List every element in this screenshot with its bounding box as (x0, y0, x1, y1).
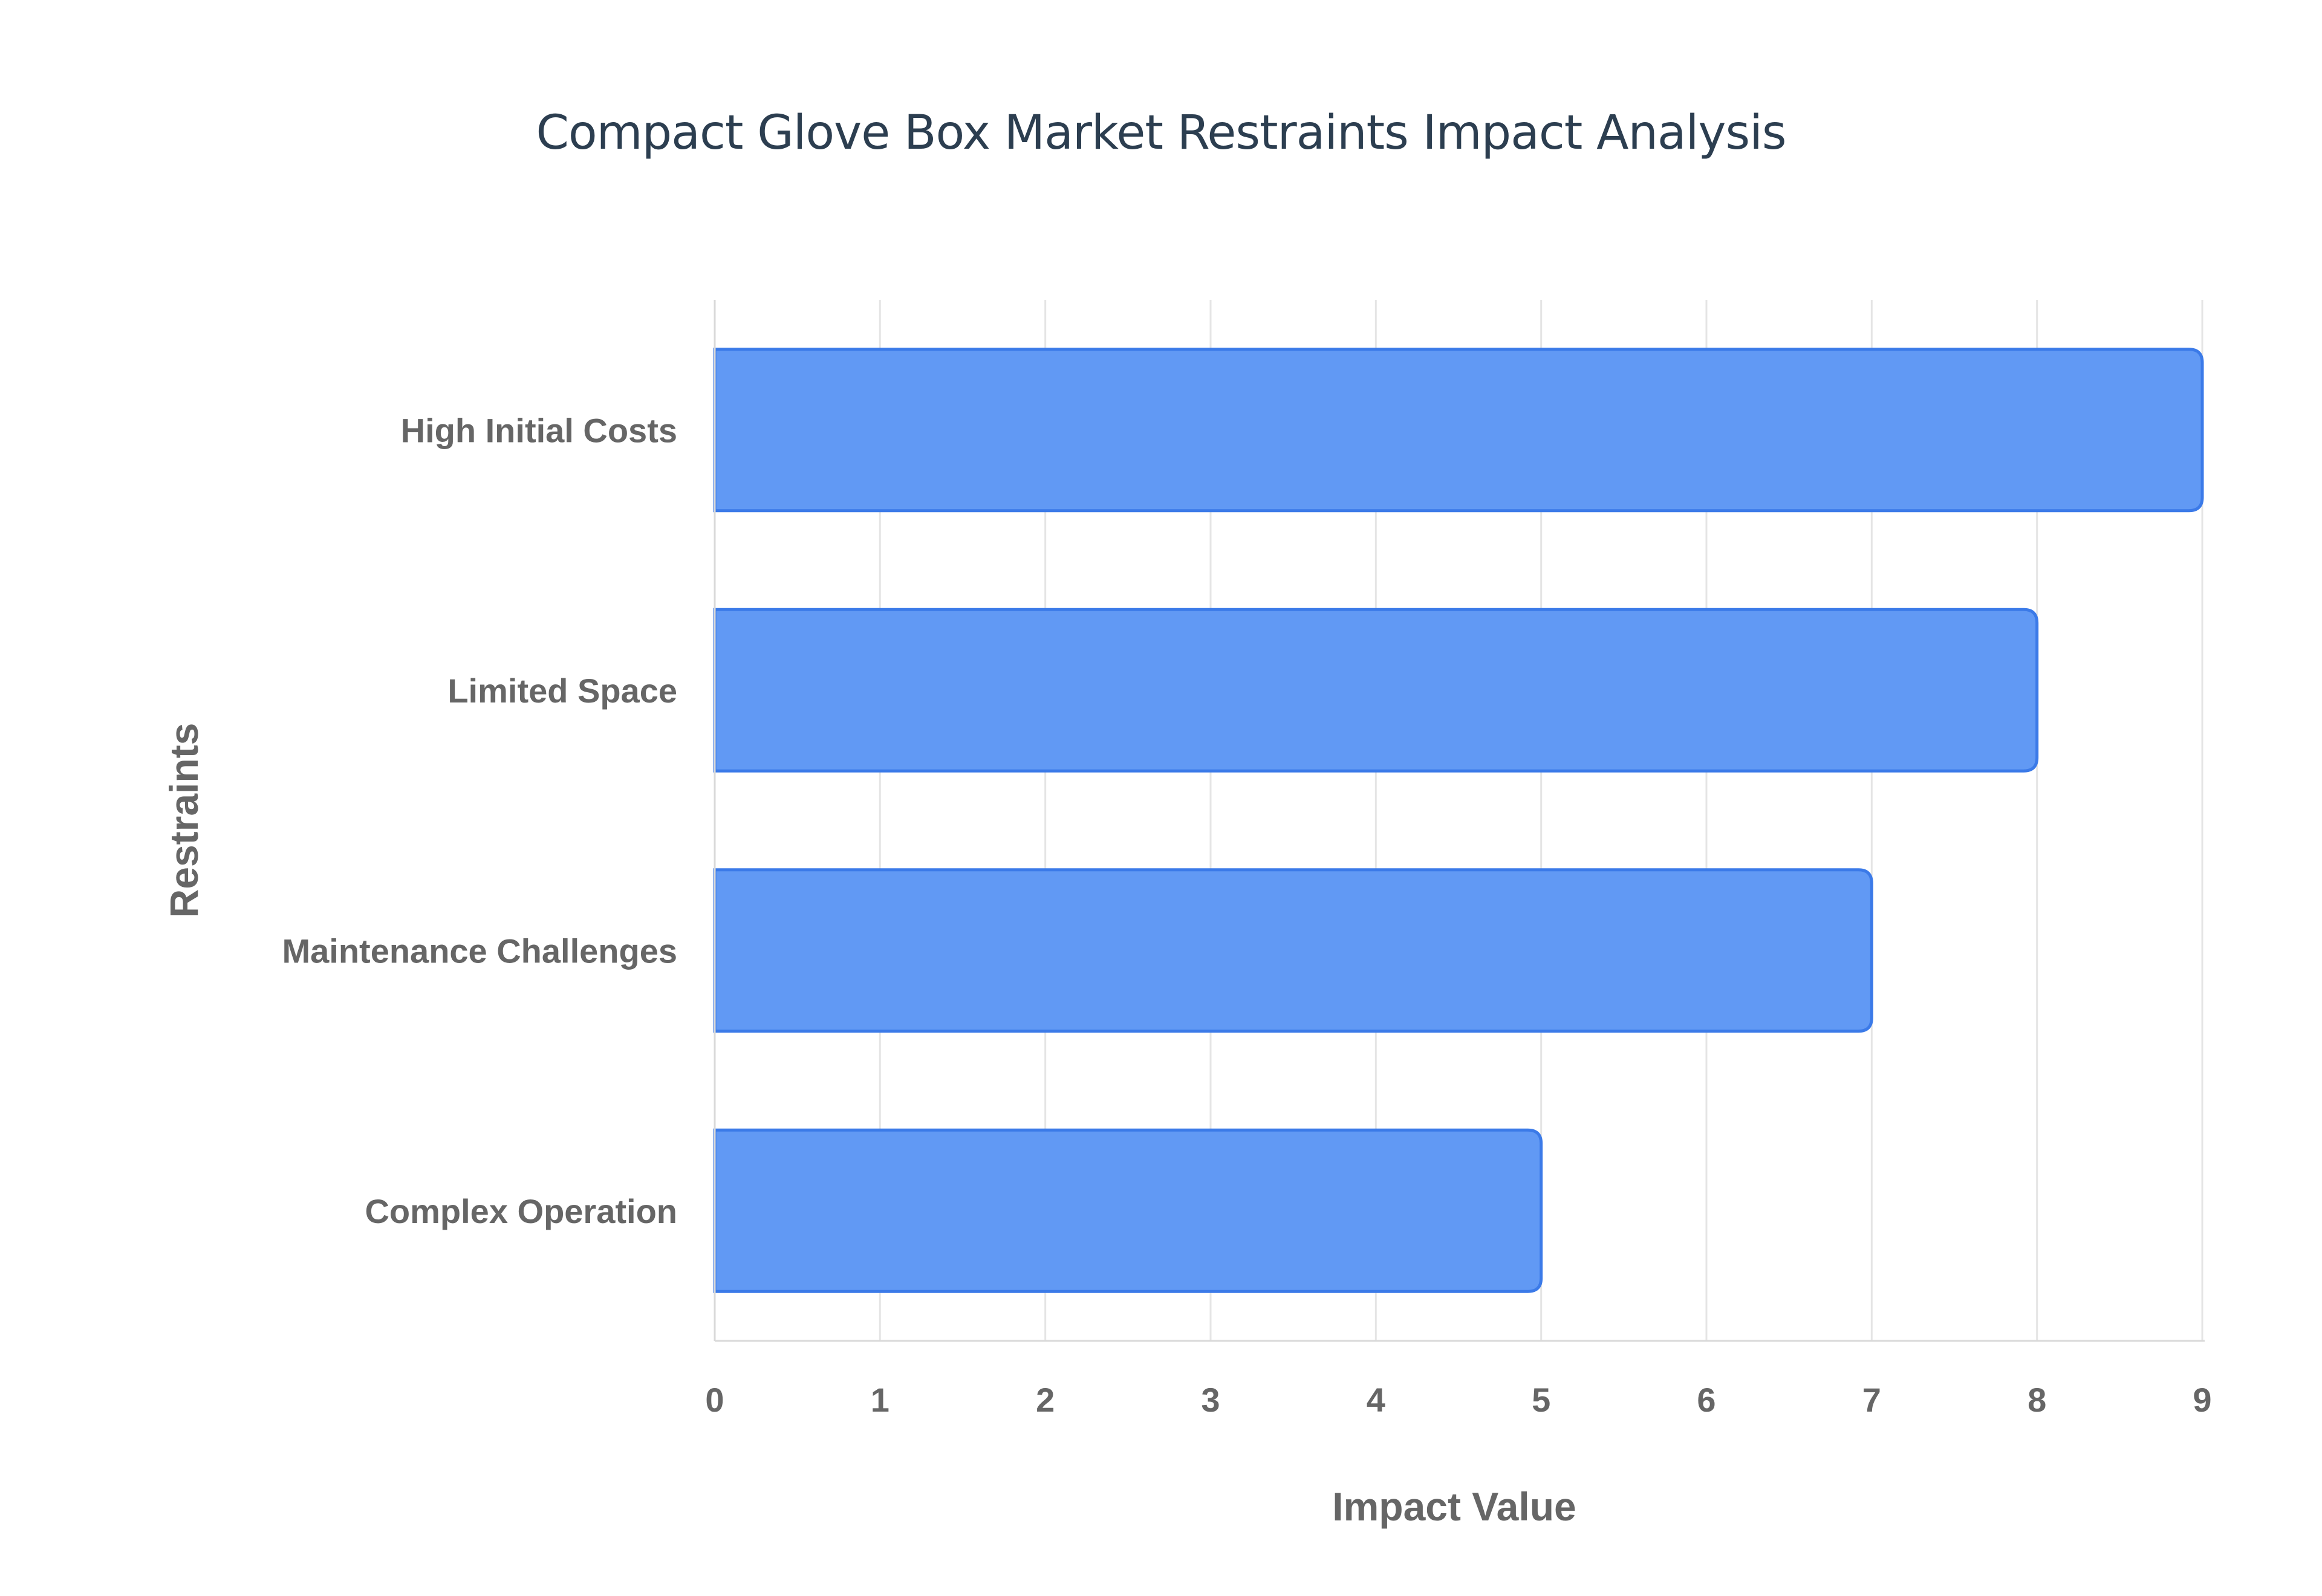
y-tick-label: Complex Operation (365, 1192, 677, 1230)
y-tick-label: Limited Space (447, 672, 677, 710)
x-tick-label: 2 (1036, 1381, 1055, 1419)
y-axis-title: Restraints (161, 723, 206, 918)
x-axis-title: Impact Value (1332, 1484, 1576, 1529)
y-tick-label: High Initial Costs (401, 411, 677, 449)
x-tick-label: 7 (1862, 1381, 1881, 1419)
x-tick-label: 5 (1532, 1381, 1550, 1419)
bar (713, 868, 1873, 1033)
x-tick-label: 9 (2193, 1381, 2211, 1419)
x-tick-label: 6 (1697, 1381, 1715, 1419)
x-tick-label: 3 (1201, 1381, 1220, 1419)
x-tick-label: 0 (705, 1381, 724, 1419)
chart-title: Compact Glove Box Market Restraints Impa… (536, 106, 1786, 160)
bar (713, 348, 2204, 513)
axes (714, 300, 2205, 1342)
y-tick-label: Maintenance Challenges (282, 932, 677, 970)
bars (713, 348, 2204, 1293)
x-tick-label: 1 (871, 1381, 889, 1419)
x-tick-label: 4 (1367, 1381, 1385, 1419)
labels: 0 1 2 3 4 5 6 7 8 9 High Initial Costs Limited Spac… (282, 411, 2211, 1419)
x-tick-label: 8 (2028, 1381, 2046, 1419)
bar (713, 1128, 1543, 1293)
bar (713, 608, 2039, 773)
